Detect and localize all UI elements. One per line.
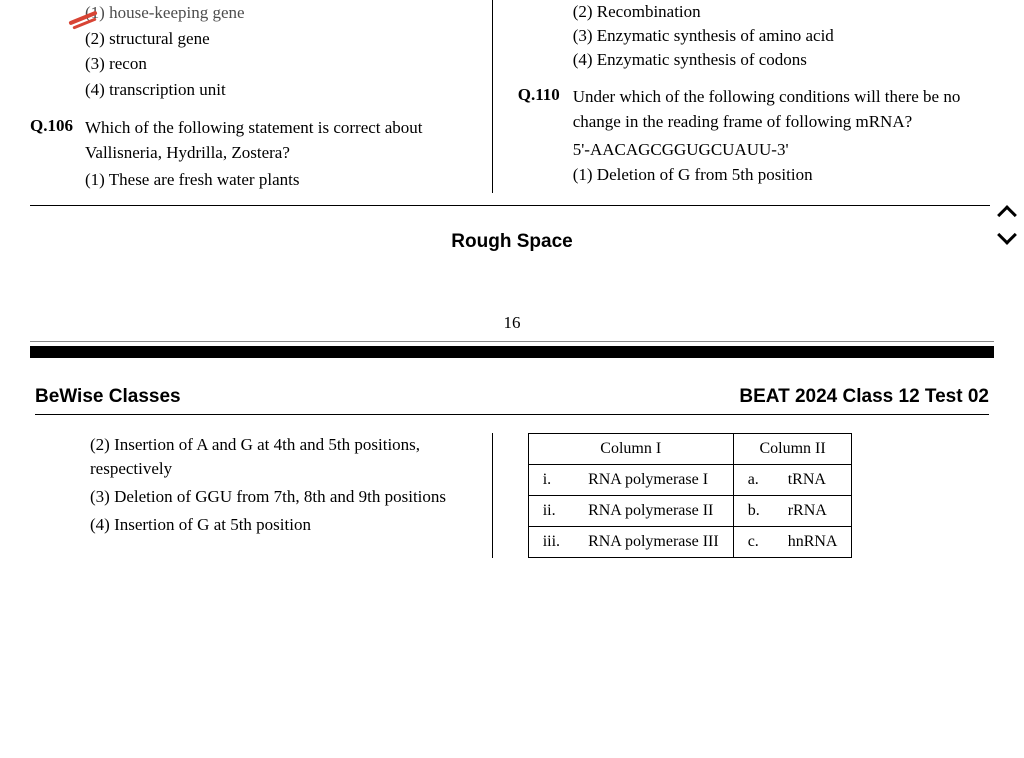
row3-letter: c. — [733, 526, 774, 557]
q105-option-1: (1) house-keeping gene — [85, 0, 482, 26]
row2-c2: rRNA — [774, 495, 852, 526]
q105-option-3: (3) recon — [85, 51, 482, 77]
row3-idx: iii. — [528, 526, 574, 557]
q106-text: Which of the following statement is corr… — [85, 116, 482, 165]
top-two-column: (1) house-keeping gene (2) structural ge… — [30, 0, 994, 193]
q109-option-3: (3) Enzymatic synthesis of amino acid — [573, 24, 994, 48]
chevron-up-icon — [997, 205, 1017, 225]
chevron-down-icon — [997, 225, 1017, 245]
row3-c2: hnRNA — [774, 526, 852, 557]
header-left: BeWise Classes — [35, 386, 181, 408]
q105-option-4: (4) transcription unit — [85, 77, 482, 103]
q106-number: Q.106 — [30, 116, 85, 165]
q110-option-4: (4) Insertion of G at 5th position — [90, 513, 482, 538]
row2-idx: ii. — [528, 495, 574, 526]
bottom-right-column: Column I Column II i. RNA polymerase I a… — [493, 433, 994, 558]
match-table: Column I Column II i. RNA polymerase I a… — [528, 433, 853, 558]
horizontal-divider — [30, 205, 994, 206]
question-106: Q.106 Which of the following statement i… — [30, 116, 482, 165]
col2-header: Column II — [733, 433, 852, 464]
table-row: i. RNA polymerase I a. tRNA — [528, 464, 852, 495]
q110-number: Q.110 — [518, 85, 573, 134]
row2-letter: b. — [733, 495, 774, 526]
q110-option-1: (1) Deletion of G from 5th position — [573, 162, 994, 188]
q109-option-2: (2) Recombination — [573, 0, 994, 24]
page-separator-bar — [30, 346, 994, 358]
col1-header: Column I — [528, 433, 733, 464]
table-header-row: Column I Column II — [528, 433, 852, 464]
question-110: Q.110 Under which of the following condi… — [518, 85, 994, 134]
row3-c1: RNA polymerase III — [574, 526, 733, 557]
rough-space-heading: Rough Space — [30, 231, 994, 253]
scroll-chevron-widget[interactable] — [990, 196, 1024, 254]
q106-option-1: (1) These are fresh water plants — [85, 167, 482, 193]
row2-c1: RNA polymerase II — [574, 495, 733, 526]
q110-option-3: (3) Deletion of GGU from 7th, 8th and 9t… — [90, 485, 482, 510]
q110-option-2: (2) Insertion of A and G at 4th and 5th … — [90, 433, 482, 482]
row1-idx: i. — [528, 464, 574, 495]
table-row: ii. RNA polymerase II b. rRNA — [528, 495, 852, 526]
table-row: iii. RNA polymerase III c. hnRNA — [528, 526, 852, 557]
row1-letter: a. — [733, 464, 774, 495]
q110-text: Under which of the following conditions … — [573, 85, 994, 134]
page-number: 16 — [30, 313, 994, 342]
row1-c1: RNA polymerase I — [574, 464, 733, 495]
q109-option-4: (4) Enzymatic synthesis of codons — [573, 48, 994, 72]
top-right-column: (2) Recombination (3) Enzymatic synthesi… — [493, 0, 994, 193]
page-header-row: BeWise Classes BEAT 2024 Class 12 Test 0… — [30, 386, 994, 408]
q110-sequence: 5'-AACAGCGGUGCUAUU-3' — [573, 137, 994, 163]
q105-option-2: (2) structural gene — [85, 26, 482, 52]
bottom-left-column: (2) Insertion of A and G at 4th and 5th … — [30, 433, 493, 558]
header-right: BEAT 2024 Class 12 Test 02 — [739, 386, 989, 408]
bottom-two-column: (2) Insertion of A and G at 4th and 5th … — [30, 415, 994, 558]
top-left-column: (1) house-keeping gene (2) structural ge… — [30, 0, 493, 193]
row1-c2: tRNA — [774, 464, 852, 495]
page-container: (1) house-keeping gene (2) structural ge… — [0, 0, 1024, 558]
